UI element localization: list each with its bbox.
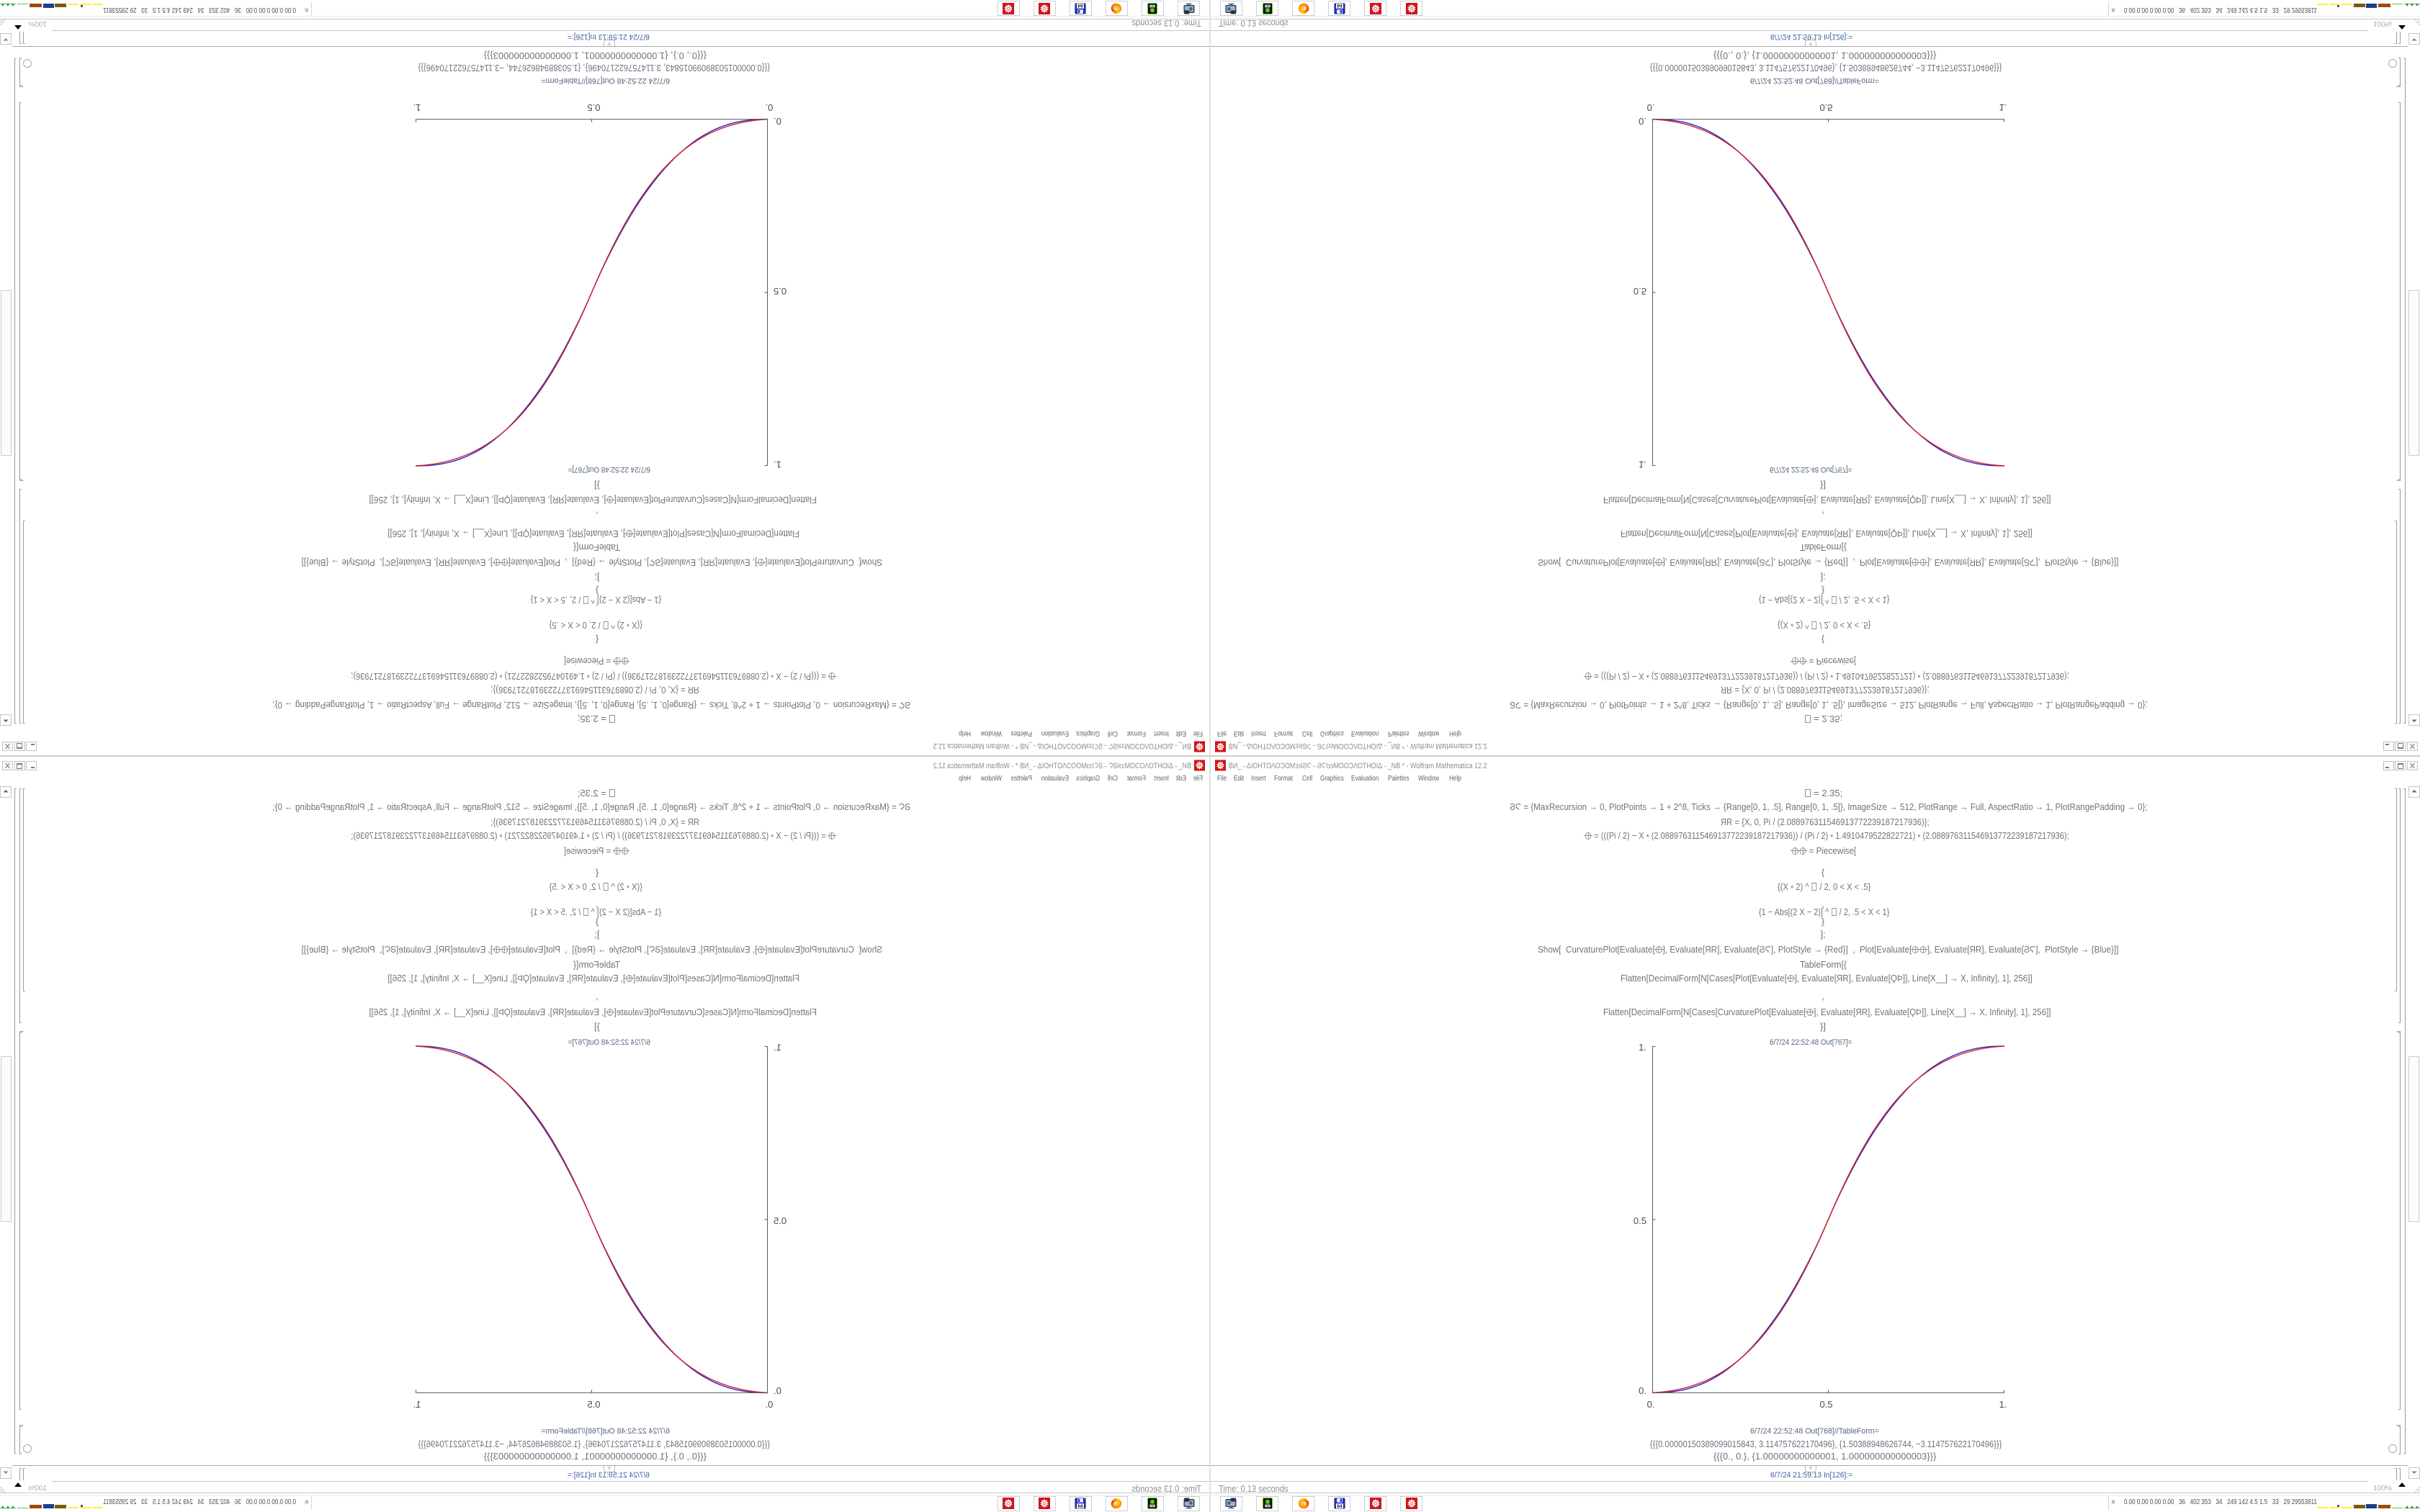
- svg-text:64: 64: [1337, 1504, 1343, 1509]
- svg-text:64: 64: [1078, 3, 1084, 8]
- svg-text:64: 64: [1337, 3, 1343, 8]
- svg-text:64: 64: [1078, 1504, 1084, 1509]
